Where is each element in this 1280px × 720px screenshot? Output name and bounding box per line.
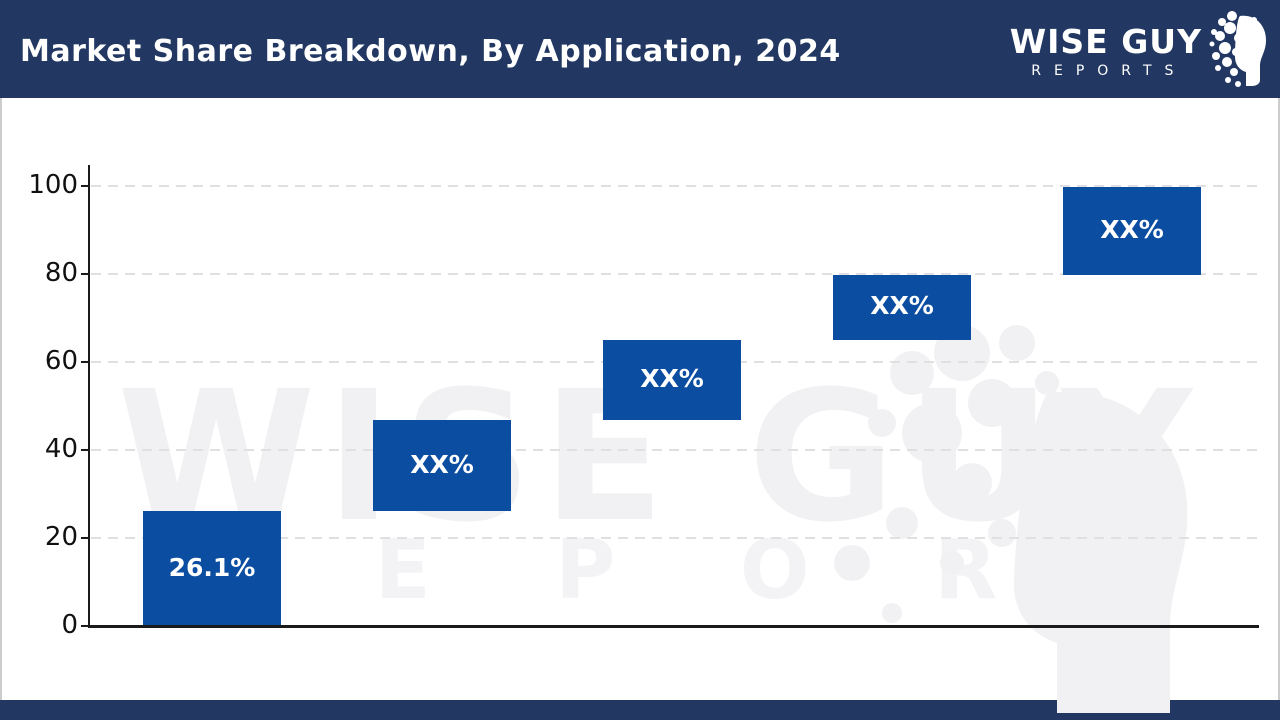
bar (1063, 187, 1201, 275)
y-axis-tick (81, 273, 89, 275)
y-tick-label: 60 (44, 346, 78, 376)
bar (603, 340, 741, 421)
header-band: Market Share Breakdown, By Application, … (0, 0, 1280, 98)
y-tick-label: 0 (61, 610, 78, 640)
bar-label: XX% (1100, 215, 1164, 245)
chart-plot-area: WISE GUY R E P O R T S 02040608010026.1%… (0, 98, 1280, 713)
grid-line (91, 449, 1258, 451)
bar (833, 274, 971, 340)
y-tick-label: 80 (44, 258, 78, 288)
y-axis-tick (81, 449, 89, 451)
bar (373, 420, 511, 512)
bar-label: 26.1% (168, 552, 256, 582)
y-tick-label: 40 (44, 434, 78, 464)
page-title: Market Share Breakdown, By Application, … (20, 34, 841, 69)
logo-subtitle: REPORTS (1031, 63, 1187, 79)
grid-line (91, 273, 1258, 275)
grid-line (91, 537, 1258, 539)
logo-text: WISE GUY REPORTS (1010, 22, 1202, 79)
bar-label: XX% (640, 364, 704, 394)
logo-wordmark: WISE GUY (1009, 22, 1202, 61)
y-axis-tick (81, 185, 89, 187)
y-tick-label: 20 (44, 522, 78, 552)
bar-label: XX% (870, 291, 934, 321)
bar-label: XX% (410, 449, 474, 479)
x-axis-line (88, 625, 1259, 628)
footer-band (0, 700, 1280, 720)
y-axis-line (88, 165, 90, 627)
bar (143, 511, 281, 626)
watermark-dotted-head (834, 325, 1188, 713)
y-axis-tick (81, 537, 89, 539)
wise-guy-reports-logo: WISE GUY REPORTS (1008, 6, 1268, 92)
y-axis-tick (81, 361, 89, 363)
y-tick-label: 100 (28, 170, 78, 200)
dotted-head-icon (1209, 11, 1266, 87)
y-axis-tick (81, 625, 89, 627)
grid-line (91, 185, 1258, 187)
